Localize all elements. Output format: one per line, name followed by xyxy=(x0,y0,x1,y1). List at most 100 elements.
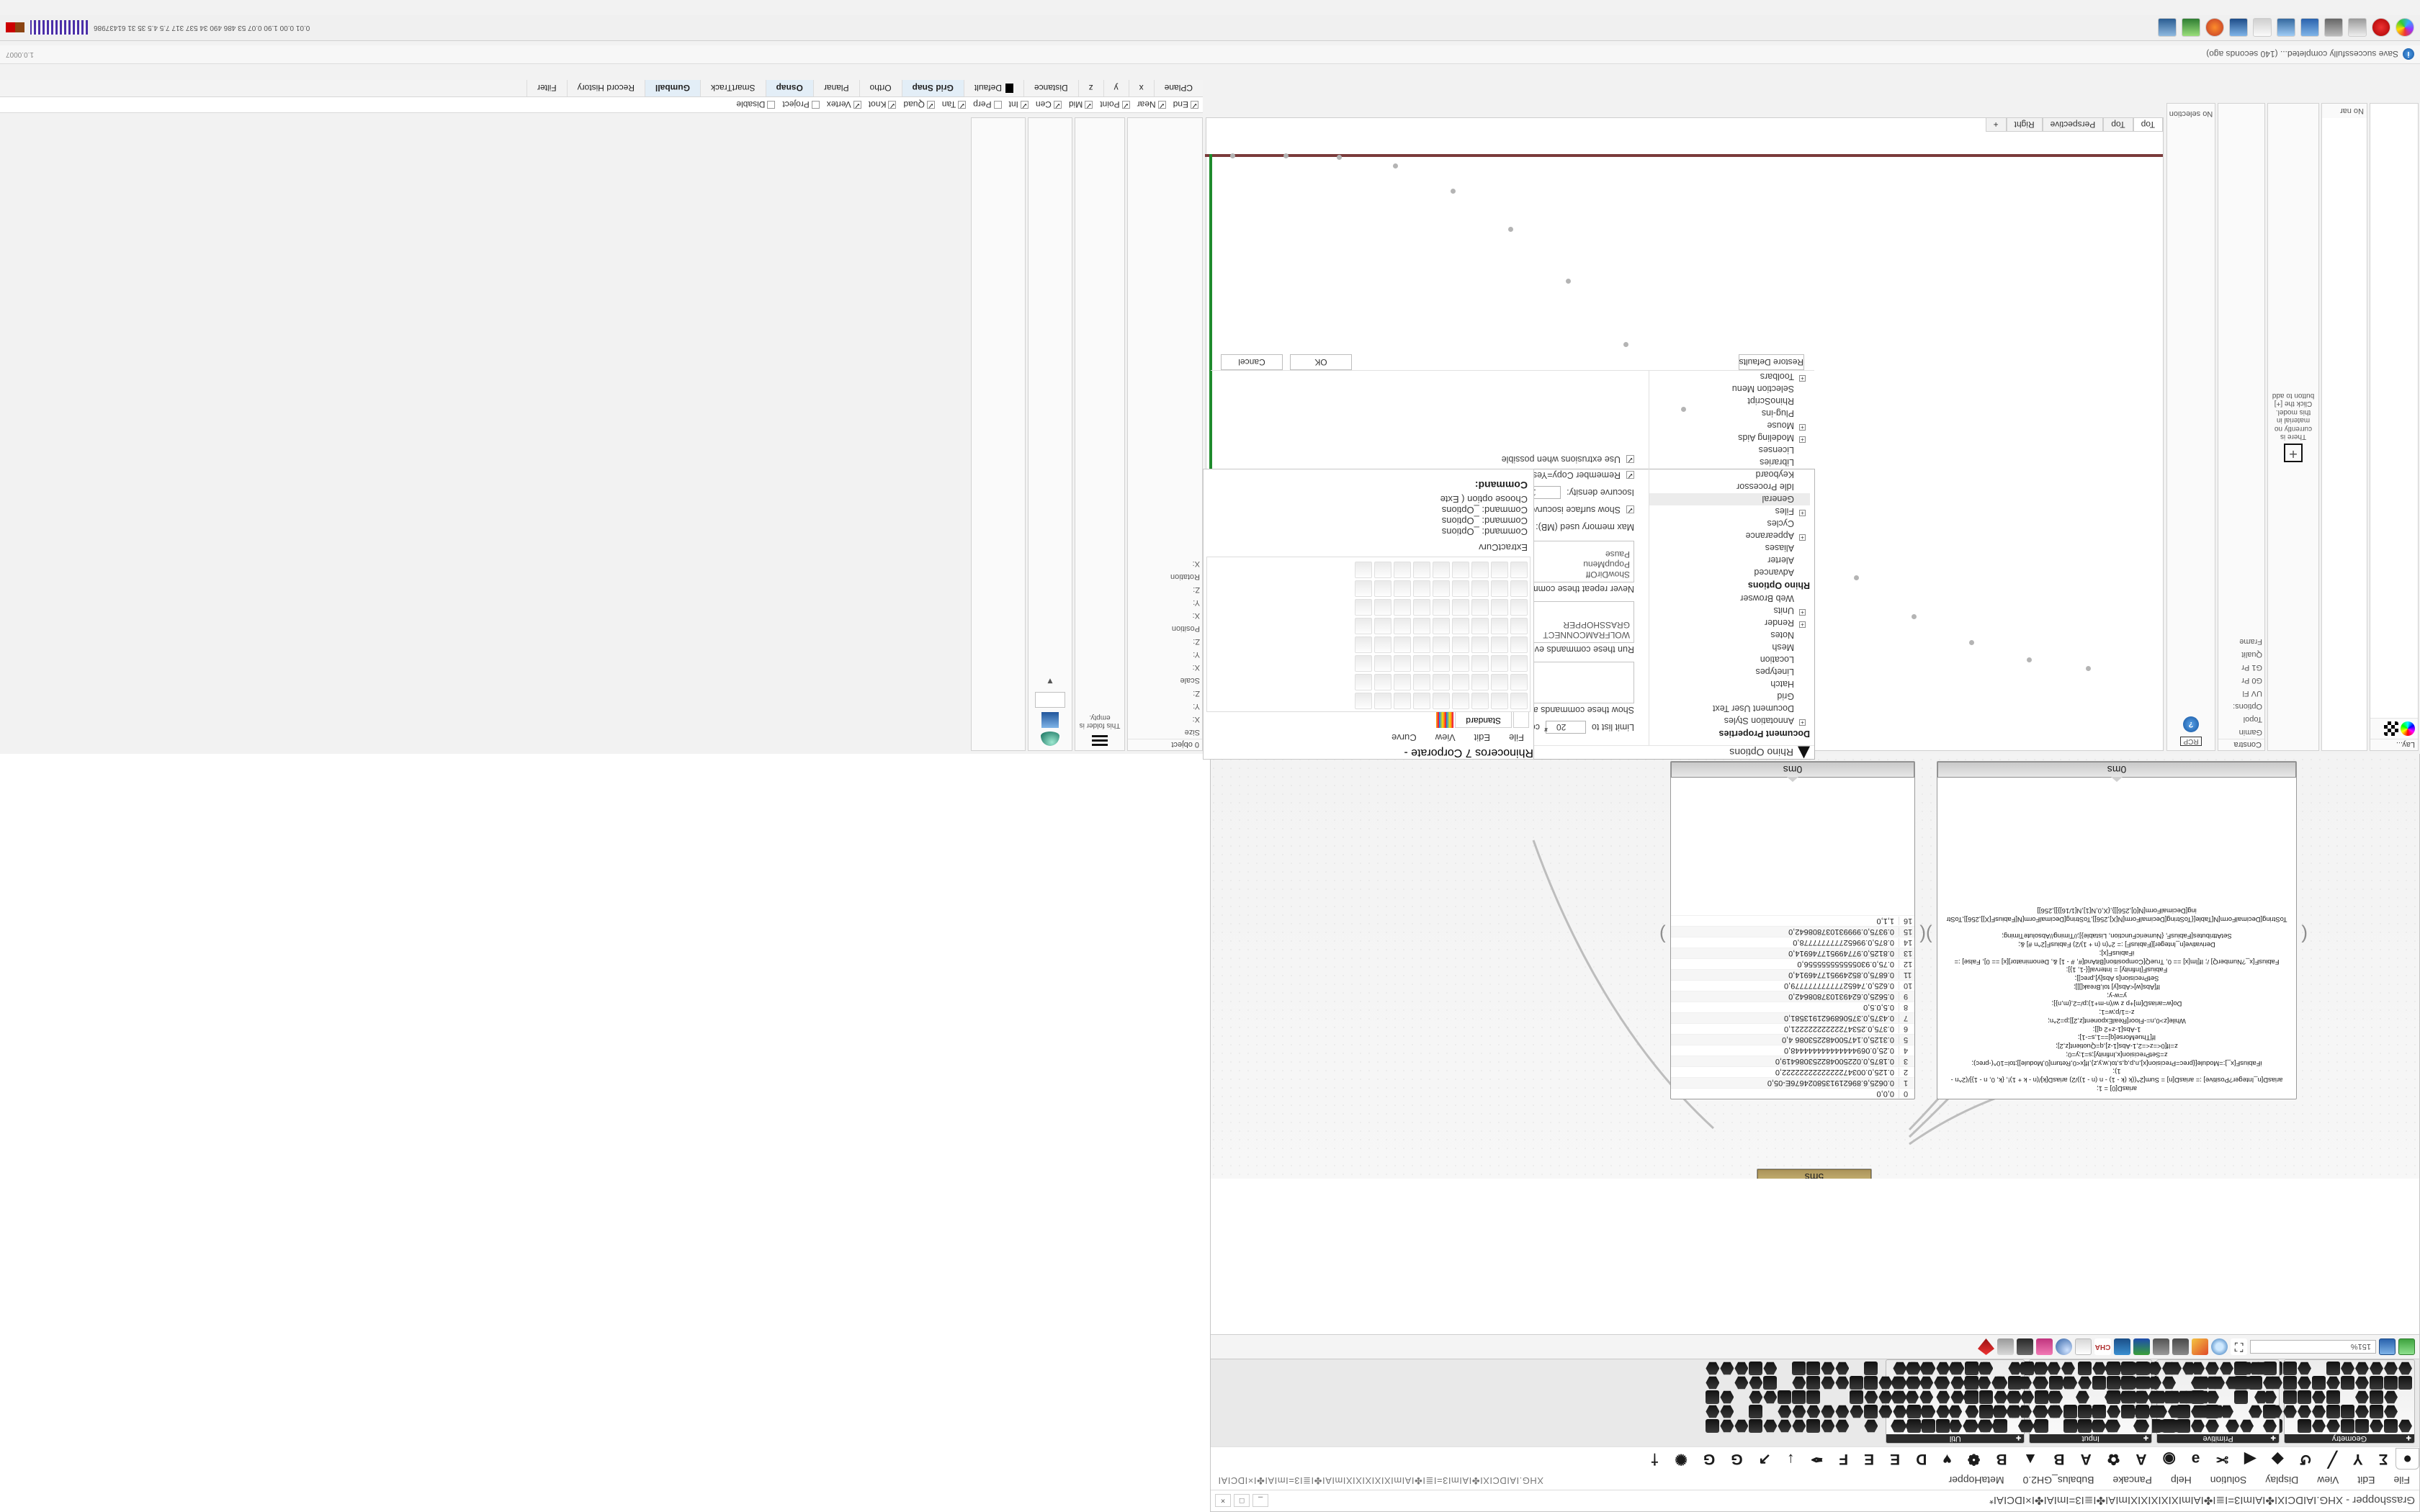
gh-component-icon[interactable] xyxy=(1893,1362,1906,1375)
gh-component-icon[interactable] xyxy=(2283,1419,2297,1433)
gh-category-tab-12[interactable]: A xyxy=(2073,1451,2099,1468)
gh-component-icon[interactable] xyxy=(1835,1390,1849,1404)
osnap-checkbox[interactable] xyxy=(1158,101,1166,109)
status-toggle-planar[interactable]: Planar xyxy=(813,80,859,96)
gh-component-icon[interactable] xyxy=(1706,1376,1719,1390)
rhino-tool-icon[interactable] xyxy=(1374,562,1392,578)
rhino-tool-icon[interactable] xyxy=(1374,655,1392,672)
gh-component-icon[interactable] xyxy=(1706,1362,1719,1375)
gh-component-icon[interactable] xyxy=(2384,1376,2398,1390)
rhino-tool-icon[interactable] xyxy=(1433,674,1450,690)
status-y[interactable]: y xyxy=(1103,80,1129,96)
gh-component-icon[interactable] xyxy=(2398,1390,2412,1404)
options-tree-item-grid[interactable]: Grid xyxy=(1649,690,1810,703)
gh-component-icon[interactable] xyxy=(1749,1390,1762,1404)
gh-component-icon[interactable] xyxy=(2298,1390,2311,1404)
status-cplane[interactable]: CPlane xyxy=(1154,80,1203,96)
gh-component-icon[interactable] xyxy=(2312,1362,2326,1375)
osnap-checkbox[interactable] xyxy=(1122,101,1130,109)
gh-component-icon[interactable] xyxy=(1778,1362,1791,1375)
gh-component-icon[interactable] xyxy=(2298,1405,2311,1418)
gh-component-icon[interactable] xyxy=(2092,1390,2106,1404)
expand-icon[interactable]: + xyxy=(1799,436,1806,443)
gh-component-icon[interactable] xyxy=(1720,1405,1734,1418)
save-icon[interactable] xyxy=(2379,1338,2396,1355)
expand-icon[interactable]: + xyxy=(1799,510,1806,516)
app-icon-notepad[interactable] xyxy=(2253,19,2272,37)
gh-component-icon[interactable] xyxy=(2283,1362,2297,1375)
gh-component-icon[interactable] xyxy=(2398,1376,2412,1390)
gh-category-tab-9[interactable]: ◉ xyxy=(2154,1450,2183,1468)
gh-category-tab-4[interactable]: ↺ xyxy=(2291,1450,2320,1468)
gh-component-icon[interactable] xyxy=(2177,1376,2190,1390)
gh-component-icon[interactable] xyxy=(1950,1390,1964,1404)
gh-component-icon[interactable] xyxy=(1778,1405,1791,1418)
zoom-extents-icon[interactable]: ⛶ xyxy=(2231,1338,2247,1355)
gh-component-icon[interactable] xyxy=(2355,1376,2369,1390)
gh-component-icon[interactable] xyxy=(2234,1390,2248,1404)
gh-component-icon[interactable] xyxy=(1792,1362,1806,1375)
gh-category-tab-6[interactable]: ◀ xyxy=(2236,1450,2264,1468)
gh-category-tab-5[interactable]: ◆ xyxy=(2264,1450,2291,1468)
gh-component-icon[interactable] xyxy=(1850,1405,1863,1418)
speaker-icon[interactable] xyxy=(2172,1338,2189,1355)
options-tree-item-advanced[interactable]: Advanced xyxy=(1649,567,1810,579)
rhino-tool-icon[interactable] xyxy=(1452,674,1469,690)
rhino-tool-icon[interactable] xyxy=(1355,599,1372,616)
rhino-tool-icon[interactable] xyxy=(1491,674,1508,690)
gh-category-tab-17[interactable]: ♥ xyxy=(1935,1451,1959,1468)
gh-category-tab-1[interactable]: Σ xyxy=(2371,1451,2396,1468)
gh-component-icon[interactable] xyxy=(2326,1362,2340,1375)
gh-component-icon[interactable] xyxy=(1734,1419,1748,1433)
expand-icon[interactable]: + xyxy=(1799,621,1806,628)
gh-category-tab-16[interactable]: ❁ xyxy=(1960,1450,1989,1468)
show-isocurves-checkbox[interactable] xyxy=(1626,506,1634,514)
gh-component-icon[interactable] xyxy=(1950,1376,1964,1390)
osnap-end[interactable]: End xyxy=(1173,100,1198,110)
rhino-tool-icon[interactable] xyxy=(1374,599,1392,616)
viewport-tab-1[interactable]: Top xyxy=(2103,118,2133,132)
gh-component-icon[interactable] xyxy=(2341,1405,2354,1418)
gh-component-icon[interactable] xyxy=(1792,1390,1806,1404)
rhino-tool-icon[interactable] xyxy=(1413,636,1430,653)
rhino-tool-icon[interactable] xyxy=(1452,693,1469,709)
cha-icon[interactable]: CHA xyxy=(2094,1338,2111,1355)
rhino-tool-icon[interactable] xyxy=(1510,580,1528,597)
use-extrusions-checkbox[interactable] xyxy=(1626,456,1634,464)
branch-icon[interactable] xyxy=(2133,1338,2150,1355)
gh-component-icon[interactable] xyxy=(2341,1362,2354,1375)
gh-component-icon[interactable] xyxy=(1878,1405,1892,1418)
gh-category-tab-25[interactable]: G xyxy=(1723,1451,1750,1468)
limit-list-input[interactable]: 20 xyxy=(1546,721,1586,734)
gh-component-icon[interactable] xyxy=(1878,1362,1892,1375)
osnap-int[interactable]: Int xyxy=(1009,100,1028,110)
rhino-tool-icon[interactable] xyxy=(1452,618,1469,634)
osnap-perp[interactable]: Perp xyxy=(973,100,1001,110)
gh-component-icon[interactable] xyxy=(1763,1405,1777,1418)
gh-component-icon[interactable] xyxy=(1821,1362,1834,1375)
gh-component-icon[interactable] xyxy=(1806,1362,1820,1375)
dock-properties[interactable]: No nar xyxy=(2321,103,2367,751)
rhino-tool-icon[interactable] xyxy=(1471,636,1489,653)
gh-component-icon[interactable] xyxy=(1864,1376,1878,1390)
rhino-menu-view[interactable]: View xyxy=(1426,733,1465,744)
gh-component-icon[interactable] xyxy=(2283,1405,2297,1418)
cube-icon[interactable] xyxy=(2017,1338,2033,1355)
options-tree-item-mesh[interactable]: Mesh xyxy=(1649,642,1810,654)
gem-icon[interactable] xyxy=(1978,1338,1994,1355)
dock-misc[interactable] xyxy=(971,117,1026,751)
gh-component-icon[interactable] xyxy=(2298,1376,2311,1390)
gh-category-tab-24[interactable]: ↗ xyxy=(1751,1450,1780,1468)
osnap-quad[interactable]: Quad xyxy=(903,100,934,110)
restore-defaults-button[interactable]: Restore Defaults xyxy=(1739,354,1804,370)
gh-category-tab-27[interactable]: ✺ xyxy=(1667,1450,1695,1468)
rhino-tool-icon[interactable] xyxy=(1355,618,1372,634)
rhino-tool-icon[interactable] xyxy=(1374,693,1392,709)
options-tree-item-rhinoscript[interactable]: RhinoScript xyxy=(1649,395,1810,408)
rhino-tool-icon[interactable] xyxy=(1510,693,1528,709)
gh-component-icon[interactable] xyxy=(1706,1405,1719,1418)
gh-component-icon[interactable] xyxy=(2049,1376,2063,1390)
pin-icon[interactable]: ✚ xyxy=(2270,1434,2276,1441)
viewport-tab-2[interactable]: Perspective xyxy=(2043,118,2104,132)
gh-component-icon[interactable] xyxy=(1734,1390,1748,1404)
